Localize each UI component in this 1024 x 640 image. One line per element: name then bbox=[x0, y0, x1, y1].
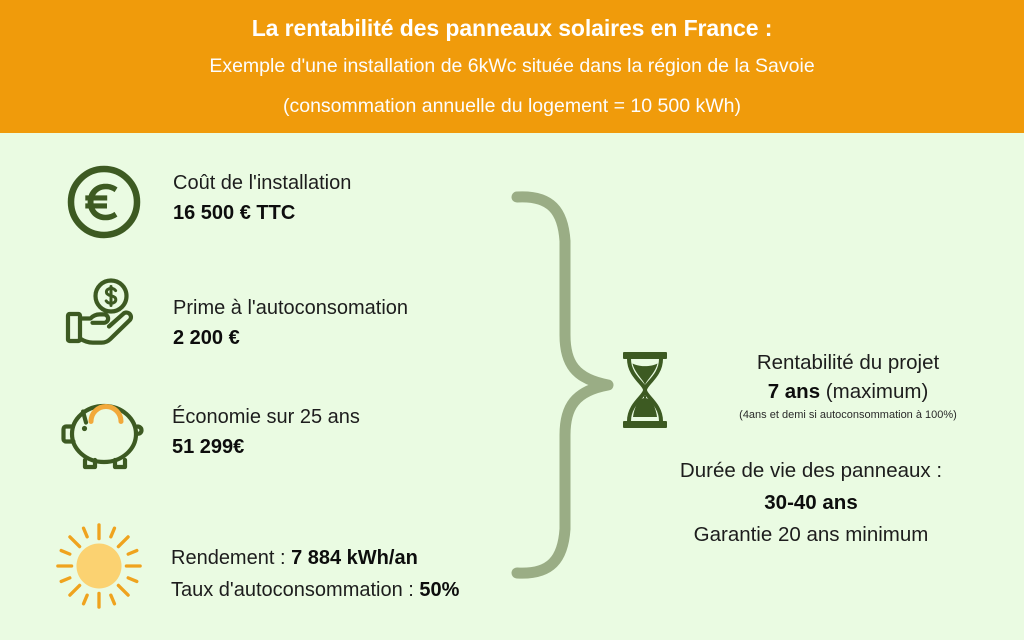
selfconsumption-rate-value: 50% bbox=[419, 579, 460, 601]
installation-cost-label: Coût de l'installation bbox=[173, 172, 352, 194]
piggy-bank-icon bbox=[57, 390, 146, 475]
selfconsumption-rate-label: Taux d'autoconsommation : bbox=[171, 579, 420, 601]
installation-cost-value: 16 500 € TTC bbox=[173, 202, 296, 224]
item-autoconsumption-bonus: Prime à l'autoconsomation 2 200 € bbox=[62, 277, 408, 353]
profitability-years-suffix: (maximum) bbox=[820, 380, 929, 403]
item-savings-25-years: Économie sur 25 ans 51 299€ bbox=[57, 390, 360, 475]
page-title: La rentabilité des panneaux solaires en … bbox=[251, 15, 773, 41]
selfconsumption-rate-line: Taux d'autoconsommation : 50% bbox=[171, 574, 459, 606]
lifespan-value: 30-40 ans bbox=[764, 491, 858, 514]
header-subtitle-secondary: (consommation annuelle du logement = 10 … bbox=[283, 95, 741, 117]
euro-circle-icon bbox=[62, 162, 146, 242]
item-installation-cost-text: Coût de l'installation 16 500 € TTC bbox=[173, 162, 351, 228]
yield-line: Rendement : 7 884 kWh/an bbox=[171, 542, 459, 574]
header-subtitle: Exemple d'une installation de 6kWc situé… bbox=[209, 55, 815, 77]
profitability-note: (4ans et demi si autoconsommation à 100%… bbox=[739, 409, 957, 421]
item-autoconsumption-bonus-text: Prime à l'autoconsomation 2 200 € bbox=[173, 277, 408, 353]
hand-holding-coin-icon bbox=[62, 277, 146, 349]
yield-value: 7 884 kWh/an bbox=[291, 547, 418, 569]
sun-icon bbox=[52, 518, 146, 614]
profitability-top: Rentabilité du projet 7 ans (maximum) (4… bbox=[620, 348, 1024, 435]
profitability-panel: Rentabilité du projet 7 ans (maximum) (4… bbox=[620, 348, 1024, 551]
savings-value: 51 299€ bbox=[172, 436, 245, 458]
yield-label: Rendement : bbox=[171, 547, 292, 569]
item-installation-cost: Coût de l'installation 16 500 € TTC bbox=[62, 162, 351, 242]
hourglass-icon bbox=[620, 348, 676, 435]
item-yield: Rendement : 7 884 kWh/an Taux d'autocons… bbox=[52, 518, 459, 614]
item-yield-text: Rendement : 7 884 kWh/an Taux d'autocons… bbox=[171, 518, 459, 606]
item-savings-text: Économie sur 25 ans 51 299€ bbox=[172, 390, 360, 462]
lifespan-label: Durée de vie des panneaux : bbox=[679, 459, 943, 482]
savings-label: Économie sur 25 ans bbox=[172, 406, 360, 428]
bonus-value: 2 200 € bbox=[173, 327, 240, 349]
header-banner: La rentabilité des panneaux solaires en … bbox=[0, 0, 1024, 133]
profitability-years-line: 7 ans (maximum) bbox=[680, 377, 1016, 406]
profitability-years-value: 7 ans bbox=[767, 380, 821, 403]
bonus-label: Prime à l'autoconsomation bbox=[173, 297, 409, 319]
curly-brace-right-icon bbox=[495, 185, 630, 585]
profitability-label: Rentabilité du projet bbox=[756, 351, 940, 374]
lifespan-block: Durée de vie des panneaux : 30-40 ans Ga… bbox=[620, 455, 1024, 551]
profitability-text: Rentabilité du projet 7 ans (maximum) (4… bbox=[676, 348, 1024, 424]
warranty-text: Garantie 20 ans minimum bbox=[693, 523, 929, 546]
